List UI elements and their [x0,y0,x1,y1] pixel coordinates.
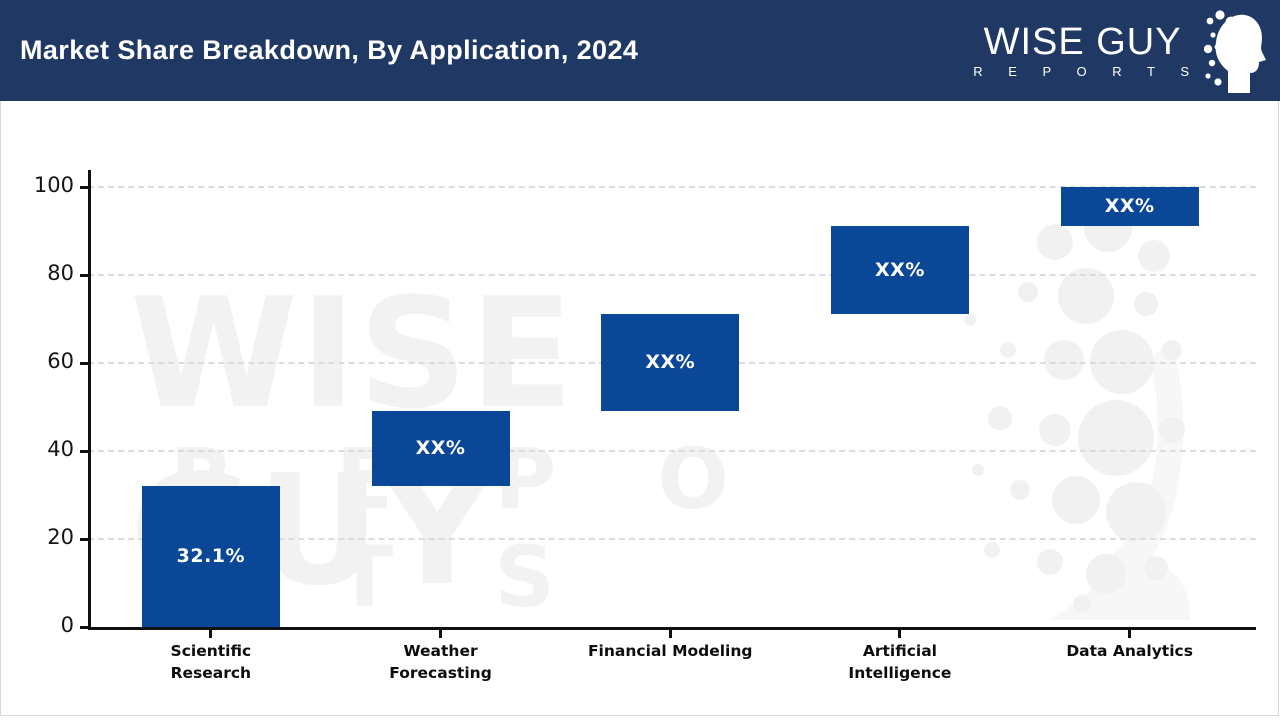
bar-segment: XX% [371,410,510,486]
y-tick-label: 0 [60,613,74,637]
y-axis-line [88,170,91,630]
bar-segment: XX% [1060,187,1199,226]
x-axis-tick [439,630,443,638]
gridline [88,274,1256,276]
y-axis-tick [80,449,88,453]
wise-guy-face-icon [1204,9,1266,93]
y-tick-label: 40 [47,437,74,461]
header-bar: Market Share Breakdown, By Application, … [0,0,1280,101]
y-axis-tick [80,361,88,365]
bar-segment: XX% [601,313,740,411]
y-axis-tick [80,273,88,277]
x-axis-tick [898,630,902,638]
bar-value-label: 32.1% [176,545,246,568]
bar-value-label: XX% [415,437,466,460]
wise-guy-logo: WISE GUY R E P O R T S [965,9,1266,93]
x-category-label: Scientific Research [170,642,252,682]
gridline [88,450,1256,452]
bar-value-label: XX% [645,351,696,374]
gridline [88,186,1256,188]
gridline [88,538,1256,540]
logo-wordmark: WISE GUY [983,20,1182,63]
page-title: Market Share Breakdown, By Application, … [20,35,639,65]
x-axis-line [88,627,1256,630]
y-tick-label: 20 [47,525,74,549]
bar-segment: 32.1% [141,485,280,627]
x-axis-tick [1128,630,1132,638]
x-axis-tick [668,630,672,638]
x-category-label: Weather Forecasting [389,642,492,682]
y-axis-tick [80,537,88,541]
y-tick-label: 100 [33,173,74,197]
y-axis-tick [80,185,88,189]
y-tick-label: 60 [47,349,74,373]
logo-text: WISE GUY R E P O R T S [965,23,1200,79]
bar-value-label: XX% [1104,195,1155,218]
x-axis-tick [209,630,213,638]
logo-subtitle: R E P O R T S [973,63,1200,79]
x-category-label: Financial Modeling [587,642,753,660]
y-axis-tick [80,625,88,629]
x-category-label: Data Analytics [1066,642,1193,660]
x-category-label: Artificial Intelligence [848,642,952,682]
bar-segment: XX% [830,225,969,314]
bar-value-label: XX% [875,258,925,281]
y-tick-label: 80 [47,261,74,285]
